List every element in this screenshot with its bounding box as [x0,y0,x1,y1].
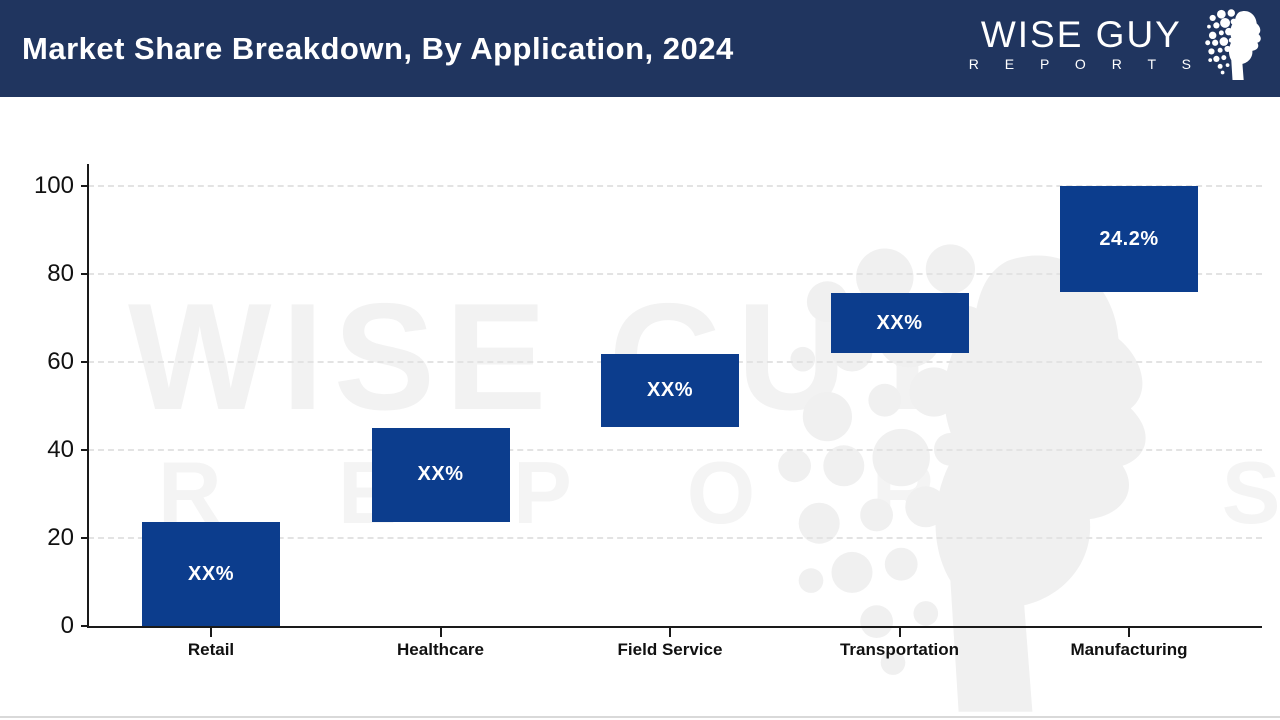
wise-guy-logo: WISE GUY R E P O R T S [961,6,1266,82]
y-tick-mark [81,537,88,539]
x-category-label: Transportation [839,640,959,659]
y-tick-mark [81,625,88,627]
bottom-border [0,716,1280,718]
logo-head-icon [1204,6,1266,82]
y-tick-label: 100 [33,172,74,199]
y-tick-mark [81,273,88,275]
bar: XX% [371,428,510,522]
title-bar: Market Share Breakdown, By Application, … [0,0,1280,97]
logo-subtext: R E P O R T S [968,56,1202,73]
y-tick-label: 20 [47,524,74,551]
gridline [88,537,1262,539]
bar-value-label: XX% [647,379,693,402]
chart-title: Market Share Breakdown, By Application, … [22,30,734,66]
bar-value-label: XX% [876,311,923,334]
gridline [88,185,1262,187]
logo-wordmark: WISE GUY [980,13,1182,55]
y-axis [87,164,89,628]
bar: 24.2% [1060,186,1198,293]
y-tick-mark [81,185,88,187]
x-category-label: Manufacturing [1070,640,1188,659]
gridline [88,449,1262,451]
x-category-label: Healthcare [397,640,484,659]
y-tick-mark [81,361,88,363]
y-tick-label: 0 [60,612,74,639]
bar-value-label: XX% [188,562,234,585]
x-tick-mark [210,628,212,637]
bar-value-label: XX% [417,463,464,486]
x-tick-mark [439,628,442,637]
x-tick-mark [1128,628,1130,637]
x-axis [87,626,1262,628]
y-tick-label: 60 [47,348,74,375]
x-category-label: Field Service [617,640,723,659]
bar: XX% [830,292,969,354]
y-tick-mark [81,449,88,451]
y-tick-label: 40 [47,436,74,463]
bar: XX% [142,522,280,626]
y-tick-label: 80 [47,260,74,287]
x-tick-mark [898,628,901,637]
bar-value-label: 24.2% [1099,227,1159,250]
x-category-label: Retail [187,640,235,659]
x-tick-mark [669,628,671,637]
gridline [88,273,1262,275]
bar: XX% [601,354,739,428]
